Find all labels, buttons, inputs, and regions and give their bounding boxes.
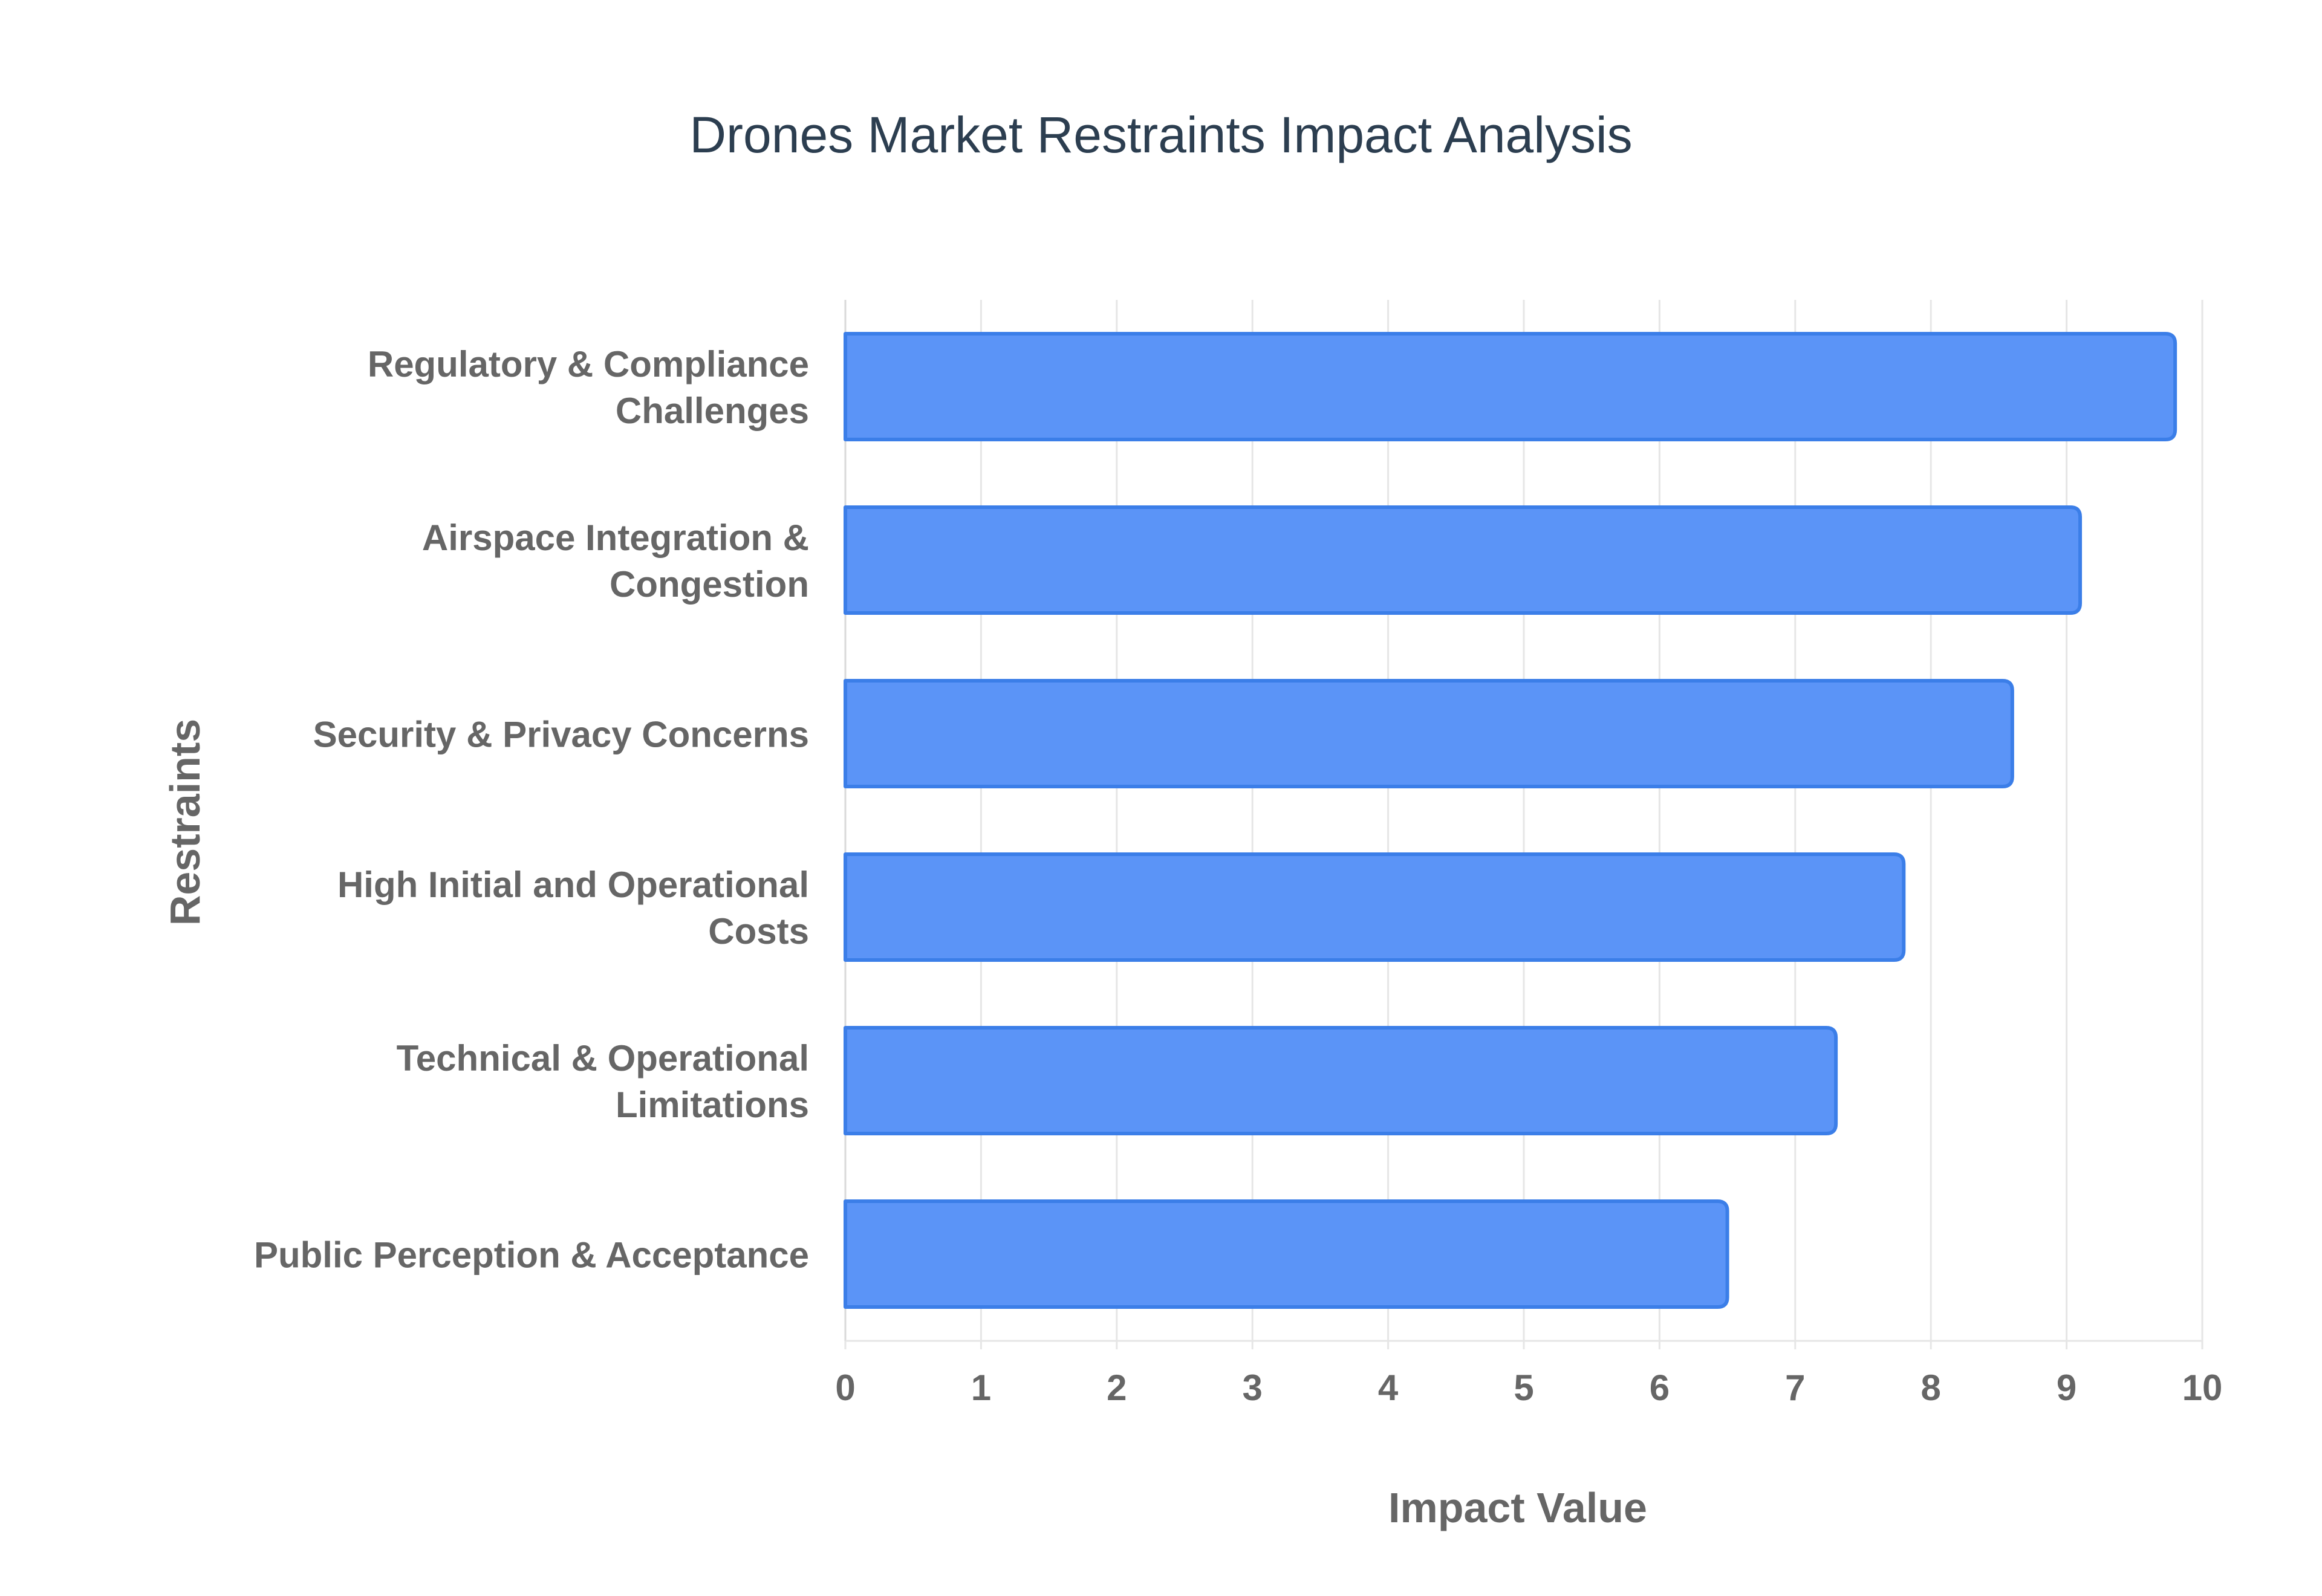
category-label-line: Public Perception & Acceptance bbox=[254, 1235, 809, 1276]
x-tick-label: 0 bbox=[835, 1367, 855, 1408]
x-tick-label: 5 bbox=[1514, 1367, 1533, 1408]
bar bbox=[844, 1199, 1729, 1309]
x-tick-label: 1 bbox=[971, 1367, 991, 1408]
bar bbox=[844, 1025, 1838, 1136]
bar bbox=[844, 678, 2014, 789]
category-label: Security & Privacy Concerns bbox=[313, 715, 809, 755]
x-tick-label: 3 bbox=[1243, 1367, 1263, 1408]
x-axis-title: Impact Value bbox=[1388, 1484, 1647, 1531]
bar bbox=[844, 852, 1906, 962]
x-tick-labels: 0 1 2 3 4 5 6 7 8 9 10 bbox=[835, 1367, 2222, 1408]
category-label: Public Perception & Acceptance bbox=[254, 1235, 809, 1276]
category-label-line: Security & Privacy Concerns bbox=[313, 715, 809, 755]
category-label: Airspace Integration & Congestion bbox=[422, 517, 809, 605]
gridlines bbox=[844, 300, 2203, 1349]
category-label-line: Airspace Integration & bbox=[422, 517, 809, 558]
category-label-line: Limitations bbox=[616, 1085, 809, 1125]
x-tick-label: 10 bbox=[2182, 1367, 2223, 1408]
category-label-line: Challenges bbox=[616, 391, 809, 431]
x-tick-label: 9 bbox=[2057, 1367, 2076, 1408]
axes bbox=[844, 300, 2202, 1342]
category-label-line: Technical & Operational bbox=[397, 1038, 809, 1079]
x-tick-label: 6 bbox=[1650, 1367, 1670, 1408]
category-label-line: High Initial and Operational bbox=[337, 864, 809, 905]
x-tick-label: 8 bbox=[1921, 1367, 1941, 1408]
x-tick-label: 4 bbox=[1378, 1367, 1399, 1408]
category-label-line: Congestion bbox=[610, 564, 809, 605]
category-labels: Regulatory & Compliance Challenges Airspac… bbox=[254, 344, 809, 1276]
category-label-line: Regulatory & Compliance bbox=[368, 344, 809, 384]
bar bbox=[844, 505, 2083, 615]
category-label: High Initial and Operational Costs bbox=[337, 864, 809, 952]
x-tick-label: 2 bbox=[1107, 1367, 1127, 1408]
x-tick-label: 7 bbox=[1785, 1367, 1805, 1408]
category-label: Technical & Operational Limitations bbox=[397, 1038, 809, 1125]
bar bbox=[844, 331, 2177, 442]
y-axis-title: Restraints bbox=[161, 719, 209, 926]
category-label: Regulatory & Compliance Challenges bbox=[368, 344, 809, 431]
bars bbox=[844, 331, 2177, 1309]
chart-title: Drones Market Restraints Impact Analysis bbox=[689, 106, 1632, 163]
category-label-line: Costs bbox=[708, 911, 809, 952]
